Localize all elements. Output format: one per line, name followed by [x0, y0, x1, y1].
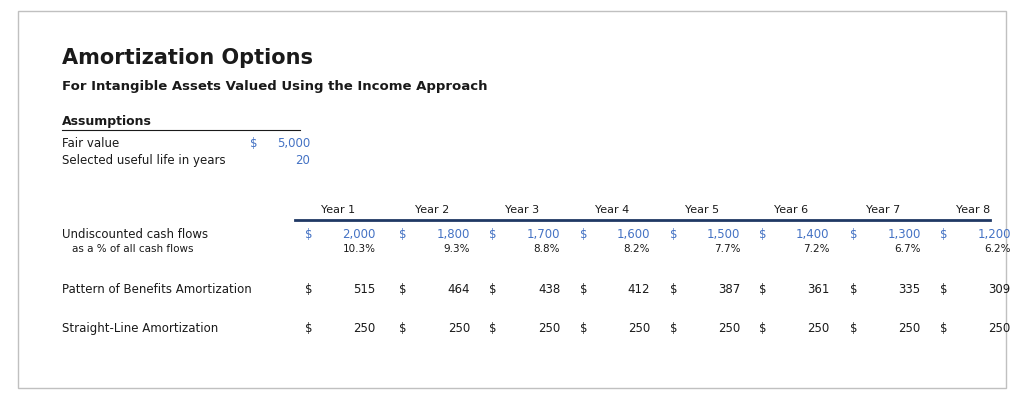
Text: Year 2: Year 2	[415, 205, 450, 215]
Text: $: $	[759, 322, 766, 335]
Text: 7.2%: 7.2%	[803, 244, 829, 254]
Text: Year 5: Year 5	[685, 205, 720, 215]
Text: $: $	[399, 322, 407, 335]
Text: Year 8: Year 8	[955, 205, 990, 215]
Text: $: $	[670, 283, 677, 296]
Text: $: $	[580, 283, 587, 296]
Text: 250: 250	[807, 322, 829, 335]
Text: 250: 250	[628, 322, 650, 335]
Text: $: $	[489, 283, 497, 296]
Text: 250: 250	[538, 322, 560, 335]
Text: $: $	[670, 228, 677, 241]
Text: as a % of all cash flows: as a % of all cash flows	[72, 244, 194, 254]
Text: $: $	[489, 228, 497, 241]
Text: Fair value: Fair value	[62, 137, 119, 150]
Text: Straight-Line Amortization: Straight-Line Amortization	[62, 322, 218, 335]
Text: Assumptions: Assumptions	[62, 115, 152, 128]
Text: Undiscounted cash flows: Undiscounted cash flows	[62, 228, 208, 241]
Text: 2,000: 2,000	[342, 228, 376, 241]
Text: 412: 412	[628, 283, 650, 296]
Text: $: $	[940, 228, 947, 241]
Text: 250: 250	[988, 322, 1011, 335]
Text: $: $	[850, 322, 857, 335]
Text: 387: 387	[718, 283, 740, 296]
Text: 250: 250	[718, 322, 740, 335]
Text: 10.3%: 10.3%	[343, 244, 376, 254]
Text: Year 1: Year 1	[321, 205, 355, 215]
Text: 1,200: 1,200	[977, 228, 1011, 241]
Text: $: $	[670, 322, 677, 335]
Text: 250: 250	[898, 322, 921, 335]
Text: $: $	[850, 283, 857, 296]
Text: 250: 250	[447, 322, 470, 335]
Text: 1,800: 1,800	[436, 228, 470, 241]
Text: 361: 361	[807, 283, 829, 296]
Text: $: $	[759, 228, 766, 241]
Text: $: $	[580, 322, 587, 335]
Text: Year 6: Year 6	[774, 205, 809, 215]
Text: 5,000: 5,000	[276, 137, 310, 150]
Text: 1,700: 1,700	[526, 228, 560, 241]
Text: $: $	[305, 322, 312, 335]
Text: 6.7%: 6.7%	[894, 244, 921, 254]
Text: 20: 20	[295, 154, 310, 167]
Text: 309: 309	[988, 283, 1011, 296]
Text: 335: 335	[898, 283, 921, 296]
Text: $: $	[940, 283, 947, 296]
Text: Year 7: Year 7	[865, 205, 900, 215]
Text: $: $	[759, 283, 766, 296]
Text: $: $	[305, 283, 312, 296]
Text: 1,300: 1,300	[887, 228, 921, 241]
Text: $: $	[940, 322, 947, 335]
Text: 8.8%: 8.8%	[534, 244, 560, 254]
Text: Year 3: Year 3	[505, 205, 540, 215]
Text: Amortization Options: Amortization Options	[62, 48, 313, 68]
Text: $: $	[250, 137, 257, 150]
Text: $: $	[580, 228, 587, 241]
Text: $: $	[850, 228, 857, 241]
Text: 438: 438	[538, 283, 560, 296]
Text: 464: 464	[447, 283, 470, 296]
Text: Pattern of Benefits Amortization: Pattern of Benefits Amortization	[62, 283, 252, 296]
Text: $: $	[399, 228, 407, 241]
Text: For Intangible Assets Valued Using the Income Approach: For Intangible Assets Valued Using the I…	[62, 80, 487, 93]
Text: $: $	[399, 283, 407, 296]
Text: 8.2%: 8.2%	[624, 244, 650, 254]
Text: 515: 515	[353, 283, 376, 296]
Text: $: $	[305, 228, 312, 241]
Text: 250: 250	[353, 322, 376, 335]
Text: 1,500: 1,500	[707, 228, 740, 241]
Text: Selected useful life in years: Selected useful life in years	[62, 154, 225, 167]
Text: 1,600: 1,600	[616, 228, 650, 241]
Text: 9.3%: 9.3%	[443, 244, 470, 254]
Text: 1,400: 1,400	[796, 228, 829, 241]
Text: 7.7%: 7.7%	[714, 244, 740, 254]
Text: Year 4: Year 4	[595, 205, 630, 215]
Text: 6.2%: 6.2%	[984, 244, 1011, 254]
Text: $: $	[489, 322, 497, 335]
